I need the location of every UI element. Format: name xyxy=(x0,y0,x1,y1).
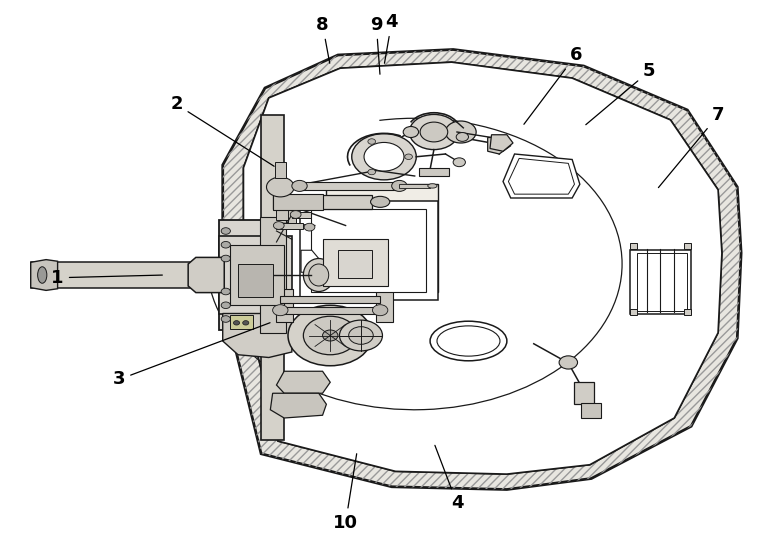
Polygon shape xyxy=(490,135,513,151)
Bar xyxy=(684,309,691,315)
Ellipse shape xyxy=(428,184,437,188)
Ellipse shape xyxy=(38,267,47,283)
Text: 10: 10 xyxy=(333,454,358,531)
Circle shape xyxy=(445,121,476,143)
Ellipse shape xyxy=(437,326,500,356)
Bar xyxy=(292,212,311,218)
Bar xyxy=(230,315,253,329)
Circle shape xyxy=(368,139,376,144)
Circle shape xyxy=(409,114,458,150)
Bar xyxy=(280,296,380,303)
Bar xyxy=(630,250,691,313)
Ellipse shape xyxy=(430,321,507,361)
Circle shape xyxy=(288,305,372,366)
Text: 4: 4 xyxy=(435,446,463,512)
Bar xyxy=(275,162,286,178)
Circle shape xyxy=(292,180,307,191)
Bar xyxy=(280,307,380,314)
Circle shape xyxy=(403,126,419,138)
Bar xyxy=(338,250,372,278)
Circle shape xyxy=(456,133,468,141)
Circle shape xyxy=(290,211,301,218)
Bar xyxy=(637,253,687,311)
Bar xyxy=(326,184,438,292)
Polygon shape xyxy=(301,250,319,272)
Text: 1: 1 xyxy=(51,269,162,287)
Bar xyxy=(276,223,303,229)
Bar xyxy=(574,382,594,404)
Bar xyxy=(300,201,438,300)
Bar xyxy=(419,168,449,176)
Bar xyxy=(300,182,399,190)
Circle shape xyxy=(372,305,388,316)
Bar xyxy=(323,239,388,286)
Text: 3: 3 xyxy=(113,323,270,388)
Circle shape xyxy=(304,223,315,231)
Circle shape xyxy=(453,158,465,167)
Polygon shape xyxy=(243,62,722,474)
Bar xyxy=(276,210,296,220)
Bar xyxy=(399,184,430,188)
Circle shape xyxy=(405,154,412,160)
Text: 5: 5 xyxy=(586,63,655,125)
Circle shape xyxy=(221,288,230,295)
Bar xyxy=(376,289,393,322)
Bar xyxy=(288,209,296,223)
Circle shape xyxy=(273,222,284,229)
Ellipse shape xyxy=(370,196,389,207)
Bar xyxy=(31,262,223,288)
Circle shape xyxy=(221,302,230,309)
Bar xyxy=(581,403,601,418)
Polygon shape xyxy=(270,393,326,418)
Polygon shape xyxy=(223,50,741,490)
Polygon shape xyxy=(276,371,330,393)
Circle shape xyxy=(352,134,416,180)
Circle shape xyxy=(221,316,230,322)
Bar xyxy=(261,116,284,440)
Circle shape xyxy=(221,228,230,234)
Bar xyxy=(684,243,691,249)
Text: 4: 4 xyxy=(385,13,398,63)
Circle shape xyxy=(339,320,382,351)
Text: 2: 2 xyxy=(170,96,274,166)
Circle shape xyxy=(221,241,230,248)
Ellipse shape xyxy=(303,258,334,292)
Polygon shape xyxy=(508,158,574,194)
Polygon shape xyxy=(243,62,722,474)
Polygon shape xyxy=(503,154,580,198)
Bar xyxy=(230,245,284,305)
Bar xyxy=(630,309,637,315)
Bar xyxy=(273,195,372,209)
Text: 6: 6 xyxy=(524,46,582,124)
Text: 9: 9 xyxy=(370,16,382,74)
Bar xyxy=(630,243,637,249)
Bar xyxy=(311,209,426,292)
Bar xyxy=(273,194,323,210)
Circle shape xyxy=(266,177,294,197)
Circle shape xyxy=(420,122,448,142)
Circle shape xyxy=(392,180,407,191)
Circle shape xyxy=(233,321,240,325)
Polygon shape xyxy=(488,138,511,154)
Circle shape xyxy=(221,255,230,262)
Text: 8: 8 xyxy=(316,16,329,63)
Circle shape xyxy=(368,169,376,175)
Bar xyxy=(219,220,265,330)
Circle shape xyxy=(349,327,373,344)
Circle shape xyxy=(243,321,249,325)
Ellipse shape xyxy=(309,264,329,286)
Polygon shape xyxy=(31,260,58,290)
Bar xyxy=(276,289,293,322)
Circle shape xyxy=(273,305,288,316)
Text: 7: 7 xyxy=(658,107,724,188)
Circle shape xyxy=(559,356,578,369)
Circle shape xyxy=(364,142,404,171)
Circle shape xyxy=(323,330,338,341)
Bar xyxy=(219,236,292,314)
Polygon shape xyxy=(223,314,292,358)
Bar xyxy=(238,264,273,297)
Circle shape xyxy=(303,316,357,355)
Polygon shape xyxy=(188,257,224,293)
Bar xyxy=(260,217,286,333)
